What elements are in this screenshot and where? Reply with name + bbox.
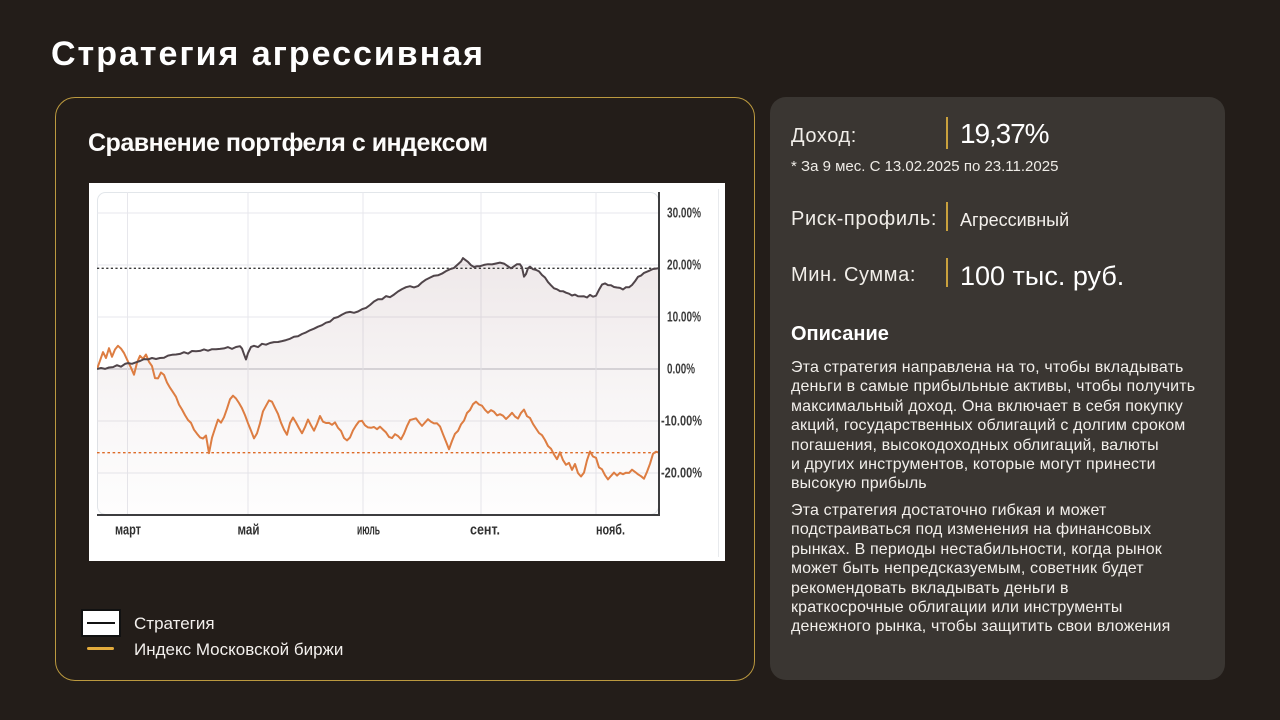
svg-text:-20.00%: -20.00%: [661, 465, 702, 482]
svg-text:30.00%: 30.00%: [667, 205, 701, 222]
svg-text:сент.: сент.: [470, 522, 500, 539]
svg-text:0.00%: 0.00%: [667, 361, 695, 378]
svg-text:нояб.: нояб.: [596, 522, 625, 539]
svg-text:июль: июль: [357, 522, 380, 539]
svg-text:март: март: [115, 522, 141, 539]
svg-text:20.00%: 20.00%: [667, 257, 701, 274]
svg-text:-10.00%: -10.00%: [661, 413, 702, 430]
svg-text:10.00%: 10.00%: [667, 309, 701, 326]
svg-text:май: май: [238, 522, 260, 539]
